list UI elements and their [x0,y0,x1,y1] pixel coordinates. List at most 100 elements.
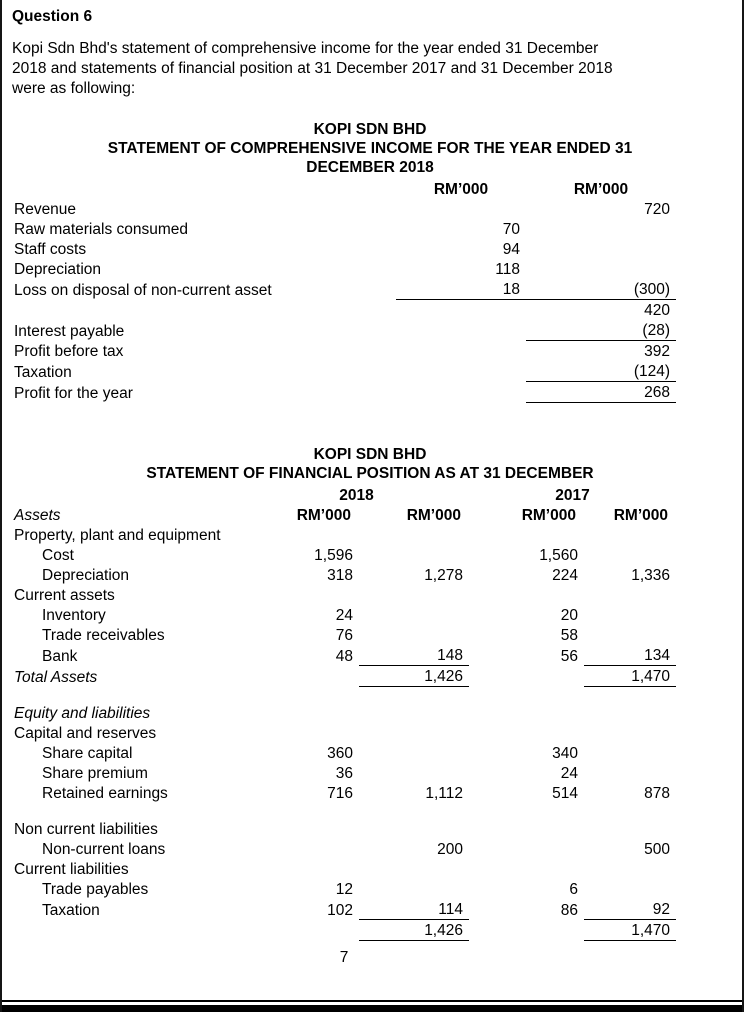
value-cell [584,703,676,723]
value-cell [244,585,359,605]
value-cell [244,859,359,879]
row-label: Equity and liabilities [14,705,151,722]
financial-position-rows: Property, plant and equipment Cost 1,596 1,… [12,525,676,941]
row-label: Cost [42,547,74,564]
value-cell [469,920,584,941]
value-cell [469,666,584,687]
value-cell: 224 [552,567,578,584]
row-label: Staff costs [14,241,87,258]
value-cell [469,585,584,605]
company-name: KOPI SDN BHD [313,446,427,463]
value-cell [244,920,359,941]
row-label: Share premium [42,765,148,782]
table-row: Depreciation 118 [12,259,676,279]
row-label: Current liabilities [14,861,129,878]
table-row: Profit for the year 268 [12,381,676,403]
value-cell [359,525,469,545]
value-cell [359,625,469,645]
value-cell [396,199,526,219]
column-header-row: Assets RM’000 RM’000 RM’000 RM’000 [12,505,676,525]
year-header-row: 2018 2017 [12,485,676,505]
page-content: Question 6 Kopi Sdn Bhd's statement of c… [2,0,742,967]
table-row: Non current liabilities [12,819,676,839]
value-cell [244,666,359,687]
row-label: Bank [42,647,78,665]
table-row: Current liabilities [12,859,676,879]
row-label: Property, plant and equipment [14,527,221,544]
table-row: Cost 1,596 1,560 [12,545,676,565]
page-bottom-bar [2,1005,742,1012]
table-row: Inventory 24 20 [12,605,676,625]
value-cell: 1,596 [314,547,353,564]
value-cell: (28) [526,320,676,341]
table-row: Total Assets 1,426 1,470 [12,665,676,687]
financial-position-table: 2018 2017 Assets RM’000 RM’000 RM’000 RM… [12,485,676,941]
value-cell [584,625,676,645]
spacer-row [12,803,676,819]
value-cell: 18 [396,279,526,300]
empty-header-cell [12,485,244,505]
value-cell [396,361,526,382]
value-cell [584,879,676,899]
value-cell [469,839,584,859]
value-cell: 716 [327,785,353,802]
row-label: Non-current loans [42,841,166,858]
row-label: Current assets [14,587,115,604]
value-cell [359,879,469,899]
value-cell: 1,470 [583,919,676,941]
row-label: Depreciation [42,567,130,584]
value-cell: 1,278 [424,567,463,584]
value-cell: 200 [437,841,463,858]
table-row: Depreciation 318 1,278 224 1,336 [12,565,676,585]
value-cell: 118 [495,261,520,278]
table-row: Taxation 102 114 86 92 [12,899,676,920]
value-cell [244,839,359,859]
table-row: Raw materials consumed 70 [12,219,676,239]
table-row: Bank 48 148 56 134 [12,645,676,666]
spacer-cell [12,803,676,819]
spacer-cell [12,687,676,704]
value-cell [584,743,676,763]
value-cell: 360 [327,745,353,762]
value-cell: 1,426 [358,919,469,941]
value-cell: 48 [335,647,353,665]
value-cell: 340 [552,745,578,762]
value-cell [584,605,676,625]
value-cell [359,763,469,783]
row-label: Retained earnings [42,785,168,802]
value-cell: 24 [560,765,578,782]
value-cell: (300) [526,279,676,300]
value-cell [244,525,359,545]
table-row: Trade payables 12 6 [12,879,676,899]
rm000-column-header: RM’000 [406,507,461,524]
table-row: Share premium 36 24 [12,763,676,783]
table-row: 420 [12,300,676,321]
row-label: Depreciation [14,261,102,278]
row-label: Taxation [14,363,72,381]
value-cell: 420 [644,302,670,319]
page-number: 7 [339,949,349,966]
value-cell [584,585,676,605]
row-label: Inventory [42,607,106,624]
value-cell [244,703,359,723]
table-row: Current assets [12,585,676,605]
value-cell [469,703,584,723]
rm000-column-header: RM’000 [296,507,351,524]
table-row: Interest payable (28) [12,320,676,341]
table-row: Revenue 720 [12,199,676,219]
question-title: Question 6 [12,8,93,25]
table-row: Property, plant and equipment [12,525,676,545]
value-cell [359,723,469,743]
value-cell [469,723,584,743]
table-row: Share capital 360 340 [12,743,676,763]
value-cell: 1,112 [425,785,463,802]
value-cell [359,605,469,625]
value-cell: 24 [335,607,353,624]
row-label: Interest payable [14,322,125,340]
value-cell: 392 [644,343,670,360]
page-bottom-rule [2,1000,742,1002]
year-header-2018: 2018 [339,487,374,504]
value-cell [359,743,469,763]
company-name: KOPI SDN BHD [313,121,427,138]
